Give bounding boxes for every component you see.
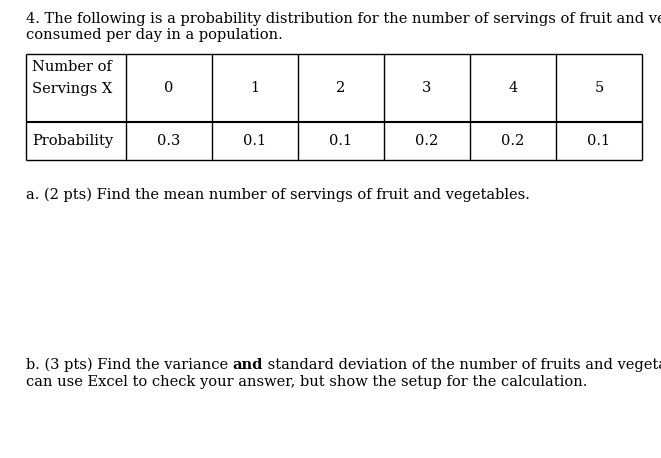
Text: a. (2 pts) Find the mean number of servings of fruit and vegetables.: a. (2 pts) Find the mean number of servi… — [26, 188, 530, 202]
Text: 0.1: 0.1 — [329, 134, 352, 148]
Text: consumed per day in a population.: consumed per day in a population. — [26, 28, 283, 42]
Text: 0.1: 0.1 — [588, 134, 611, 148]
Text: 0: 0 — [165, 81, 174, 95]
Text: standard deviation of the number of fruits and vegetables. You: standard deviation of the number of frui… — [263, 358, 661, 372]
Text: 5: 5 — [594, 81, 603, 95]
Text: can use Excel to check your answer, but show the setup for the calculation.: can use Excel to check your answer, but … — [26, 375, 588, 389]
Text: 0.1: 0.1 — [243, 134, 266, 148]
Text: 1: 1 — [251, 81, 260, 95]
Text: 0.2: 0.2 — [502, 134, 525, 148]
Text: Servings X: Servings X — [32, 82, 112, 96]
Text: 4. The following is a probability distribution for the number of servings of fru: 4. The following is a probability distri… — [26, 12, 661, 26]
Text: 3: 3 — [422, 81, 432, 95]
Text: 2: 2 — [336, 81, 346, 95]
Text: 4: 4 — [508, 81, 518, 95]
Text: b. (3 pts) Find the variance: b. (3 pts) Find the variance — [26, 358, 233, 372]
Text: 0.2: 0.2 — [415, 134, 439, 148]
Text: and: and — [233, 358, 263, 372]
Text: 0.3: 0.3 — [157, 134, 180, 148]
Text: Number of: Number of — [32, 60, 112, 74]
Text: Probability: Probability — [32, 134, 113, 148]
